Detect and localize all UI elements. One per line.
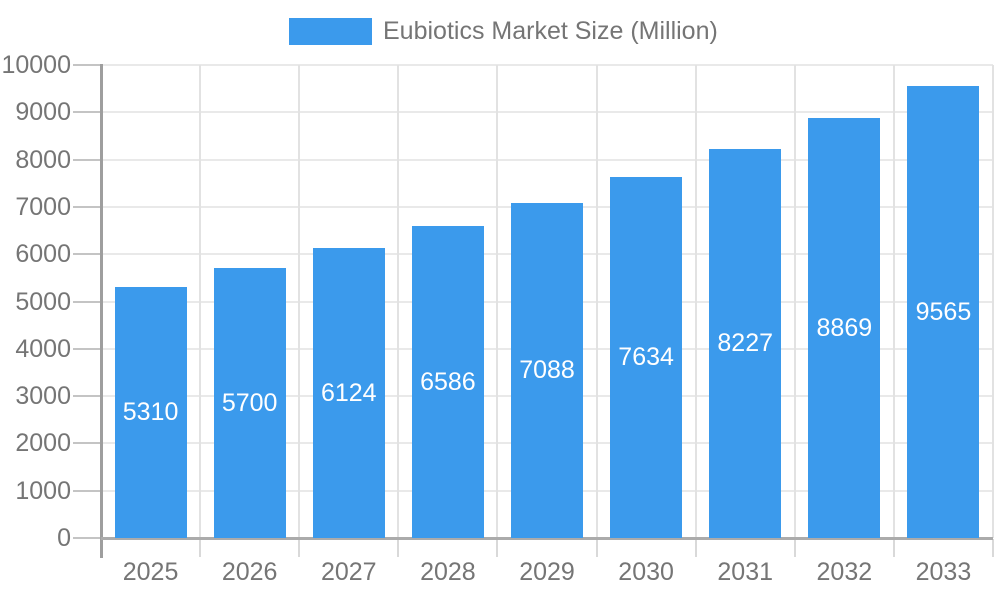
y-axis-tick	[73, 64, 101, 66]
x-axis-label: 2030	[618, 558, 674, 586]
v-gridline	[199, 65, 202, 538]
v-gridline	[793, 65, 796, 538]
legend-label[interactable]: Eubiotics Market Size (Million)	[383, 17, 718, 45]
x-axis-tick	[992, 539, 994, 557]
bar[interactable]	[610, 176, 683, 538]
bar-value-label: 8227	[717, 329, 774, 358]
bar[interactable]	[709, 148, 782, 538]
bar[interactable]	[312, 248, 385, 538]
bar-value-label: 9565	[915, 297, 972, 326]
y-axis-label: 1000	[15, 476, 71, 505]
y-axis-tick	[73, 300, 101, 303]
x-axis-label: 2025	[122, 558, 179, 586]
y-axis-label: 4000	[15, 334, 71, 363]
y-axis-label: 10000	[1, 51, 71, 79]
h-gridline	[101, 158, 993, 161]
x-axis-tick	[595, 539, 598, 557]
bar[interactable]	[907, 85, 980, 538]
bar-value-label: 8869	[816, 314, 873, 343]
y-axis-tick	[73, 395, 101, 398]
x-axis-label: 2032	[816, 558, 873, 586]
bar[interactable]	[411, 226, 484, 538]
x-axis-label: 2033	[915, 558, 972, 586]
y-axis-tick	[73, 205, 101, 208]
bar[interactable]	[114, 286, 187, 538]
bar-value-label: 7088	[519, 356, 575, 385]
v-gridline	[595, 65, 598, 538]
x-axis-tick	[397, 539, 400, 557]
x-axis-label: 2029	[519, 558, 575, 586]
x-axis-tick	[694, 539, 697, 557]
y-axis-label: 2000	[15, 429, 71, 458]
v-gridline	[992, 65, 994, 538]
x-axis-label: 2031	[717, 558, 774, 586]
y-axis-tick	[73, 158, 101, 161]
y-axis-line	[100, 64, 103, 558]
bar-value-label: 6124	[320, 379, 377, 408]
x-axis-tick	[892, 539, 895, 557]
bar-value-label: 6586	[420, 368, 476, 397]
y-axis-label: 0	[57, 524, 71, 552]
x-axis-tick	[298, 539, 301, 557]
bar[interactable]	[808, 118, 881, 538]
y-axis-label: 6000	[15, 240, 71, 269]
y-axis-tick	[73, 111, 101, 114]
x-axis-line	[101, 537, 993, 540]
bar[interactable]	[213, 268, 286, 538]
v-gridline	[694, 65, 697, 538]
y-axis-tick	[73, 537, 101, 539]
h-gridline	[101, 111, 993, 114]
bar[interactable]	[511, 202, 583, 538]
x-axis-label: 2026	[221, 558, 278, 586]
v-gridline	[397, 65, 400, 538]
bar-value-label: 5700	[221, 389, 278, 418]
y-axis-label: 5000	[15, 287, 71, 316]
bar-value-label: 5310	[122, 398, 179, 427]
y-axis-label: 8000	[15, 145, 71, 174]
x-axis-tick	[199, 539, 202, 557]
x-axis-label: 2027	[320, 558, 377, 586]
y-axis-label: 9000	[15, 98, 71, 127]
x-axis-tick	[793, 539, 796, 557]
v-gridline	[298, 65, 301, 538]
v-gridline	[496, 65, 499, 538]
v-gridline	[892, 65, 895, 538]
y-axis-label: 7000	[15, 192, 71, 221]
bar-value-label: 7634	[618, 343, 674, 372]
y-axis-tick	[73, 253, 101, 256]
legend-swatch[interactable]	[289, 18, 372, 45]
h-gridline	[101, 64, 993, 66]
x-axis-tick	[496, 539, 499, 557]
y-axis-tick	[73, 442, 101, 445]
y-axis-label: 3000	[15, 382, 71, 411]
y-axis-tick	[73, 347, 101, 350]
y-axis-tick	[73, 489, 101, 492]
x-axis-label: 2028	[420, 558, 476, 586]
